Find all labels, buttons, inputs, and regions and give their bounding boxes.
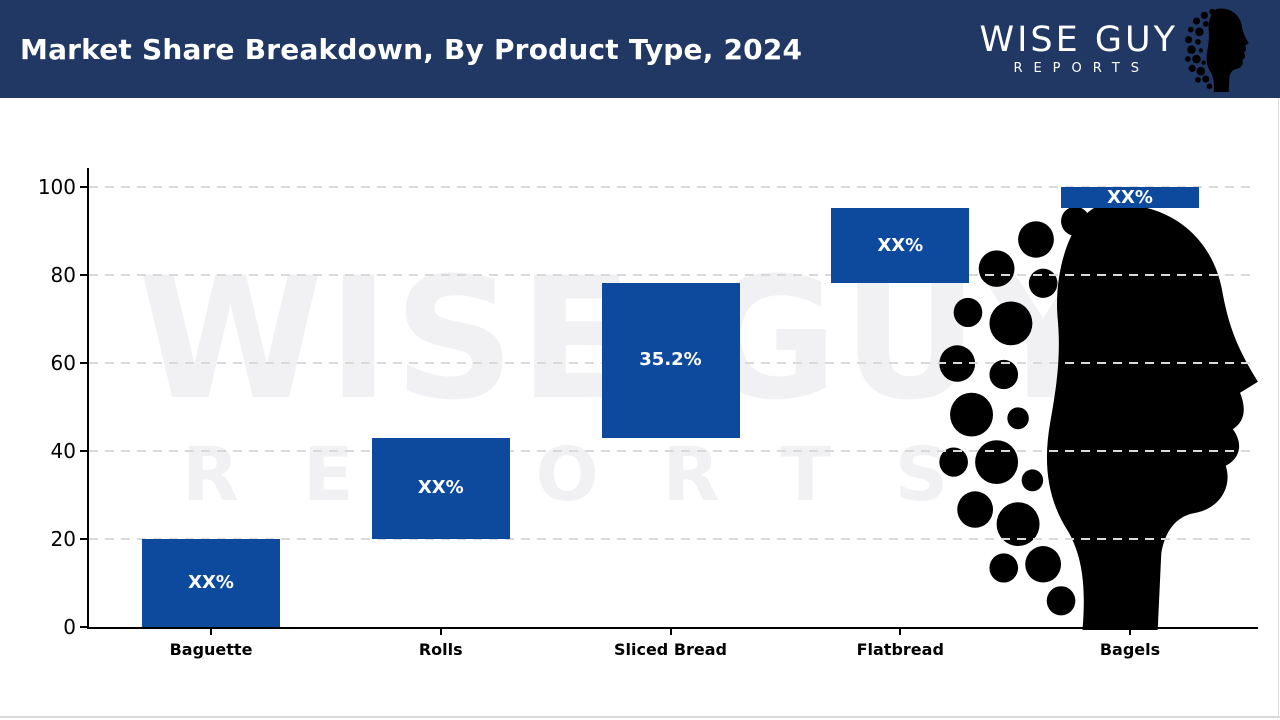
x-tick-4 bbox=[1129, 629, 1131, 635]
header-bar: Market Share Breakdown, By Product Type,… bbox=[0, 0, 1280, 98]
page-title: Market Share Breakdown, By Product Type,… bbox=[20, 32, 803, 66]
x-tick-1 bbox=[439, 629, 442, 635]
gridline-20 bbox=[89, 538, 1253, 540]
bar-sliced-bread: 35.2% bbox=[601, 282, 740, 438]
x-tick-label-2: Sliced Bread bbox=[613, 640, 728, 659]
bar-value-label: XX% bbox=[188, 572, 234, 593]
y-tick-20 bbox=[80, 538, 87, 540]
gridline-80 bbox=[89, 274, 1253, 276]
y-axis-line bbox=[87, 168, 89, 629]
brand-subname: REPORTS bbox=[1013, 61, 1151, 76]
brand-logo-text: WISE GUY REPORTS bbox=[979, 20, 1178, 76]
y-tick-80 bbox=[80, 274, 87, 276]
bar-bagels: XX% bbox=[1061, 186, 1199, 209]
watermark-head-icon bbox=[925, 192, 1280, 630]
y-tick-0 bbox=[80, 626, 87, 628]
x-tick-label-3: Flatbread bbox=[856, 640, 944, 659]
y-tick-label-80: 80 bbox=[50, 263, 76, 287]
brand-name: WISE GUY bbox=[979, 20, 1178, 60]
y-tick-label-60: 60 bbox=[50, 351, 76, 375]
brand-logo: WISE GUY REPORTS bbox=[979, 6, 1254, 92]
x-tick-label-1: Rolls bbox=[418, 640, 463, 659]
x-tick-label-0: Baguette bbox=[169, 640, 253, 659]
x-tick-0 bbox=[210, 629, 212, 635]
y-tick-100 bbox=[80, 186, 87, 188]
bar-value-label: XX% bbox=[417, 477, 464, 499]
bar-value-label: XX% bbox=[1107, 186, 1153, 208]
bar-flatbread: XX% bbox=[831, 208, 970, 283]
x-axis-line bbox=[87, 627, 1258, 629]
gridline-40 bbox=[89, 450, 1253, 452]
y-tick-label-0: 0 bbox=[63, 615, 76, 639]
bar-rolls: XX% bbox=[371, 437, 510, 539]
y-tick-40 bbox=[80, 450, 87, 452]
bar-value-label: 35.2% bbox=[639, 349, 702, 371]
x-tick-3 bbox=[899, 629, 902, 635]
gridline-100 bbox=[89, 186, 1253, 188]
y-tick-60 bbox=[80, 362, 87, 364]
y-tick-label-40: 40 bbox=[50, 439, 76, 463]
x-tick-label-4: Bagels bbox=[1099, 640, 1161, 659]
bottom-divider bbox=[0, 716, 1280, 718]
y-tick-label-100: 100 bbox=[37, 175, 76, 199]
bar-value-label: XX% bbox=[877, 234, 924, 256]
brand-head-icon bbox=[1182, 6, 1254, 92]
right-divider bbox=[1278, 98, 1279, 718]
bar-baguette: XX% bbox=[142, 539, 280, 627]
y-tick-label-20: 20 bbox=[50, 527, 76, 551]
x-tick-2 bbox=[669, 629, 672, 635]
